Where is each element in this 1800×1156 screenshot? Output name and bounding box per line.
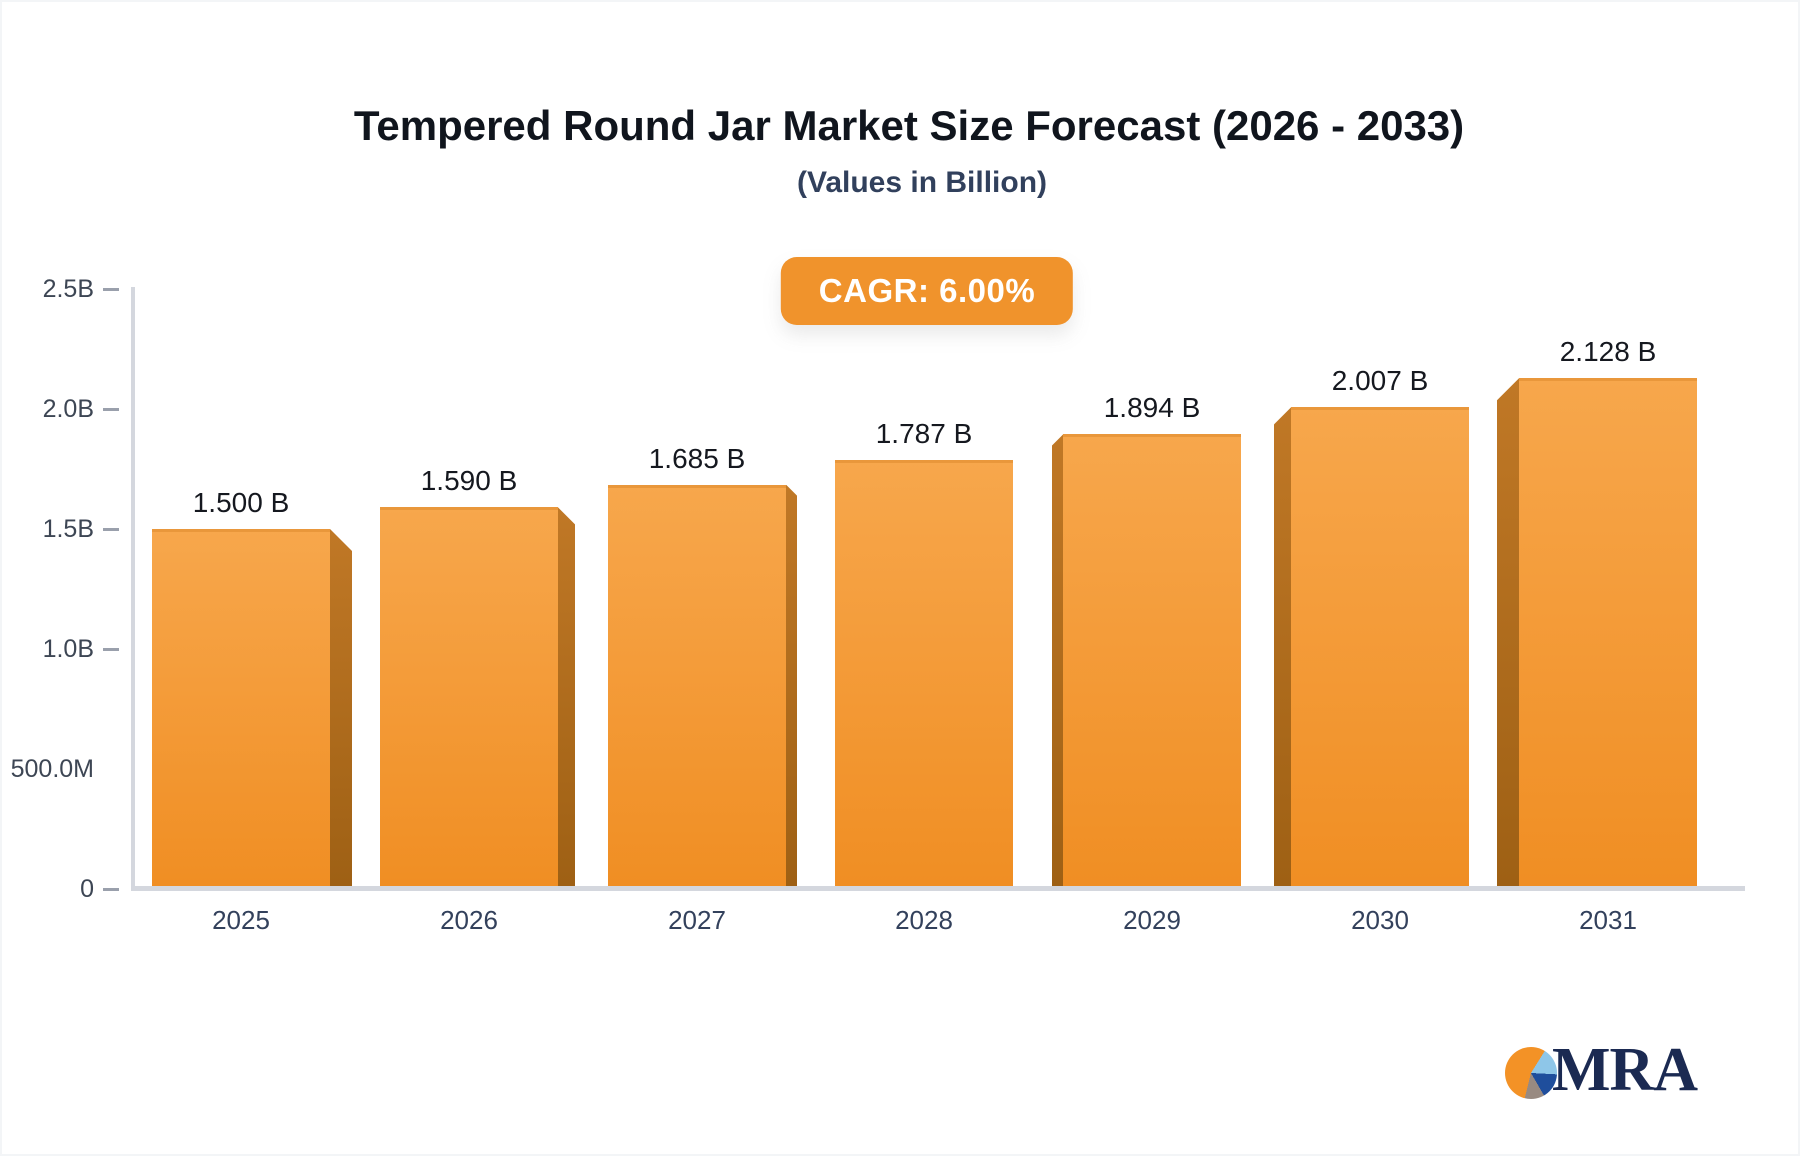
x-tick-label: 2025: [212, 905, 270, 935]
bar-2026: [380, 507, 558, 888]
y-tick-label: 500.0M: [10, 755, 94, 783]
x-tick-label: 2028: [895, 905, 953, 935]
y-tick-dash: [103, 288, 119, 291]
chart-subtitle: (Values in Billion): [796, 166, 1048, 199]
y-tick-dash: [103, 408, 119, 411]
brand-logo-text: MRA: [1552, 1036, 1698, 1104]
bar-2028: [835, 460, 1013, 888]
bar-2030: [1291, 407, 1469, 888]
bar-side-face: [1274, 407, 1291, 888]
bar-2029: [1063, 434, 1241, 888]
x-tick-label: 2027: [668, 905, 726, 935]
bar-side-face: [1052, 434, 1063, 888]
x-tick-label: 2026: [440, 905, 498, 935]
x-tick-label: 2031: [1579, 905, 1637, 935]
bar-side-face: [1497, 378, 1519, 888]
bar-2027: [608, 484, 786, 888]
cagr-badge: CAGR: 6.00%: [780, 257, 1074, 325]
chart-title: Tempered Round Jar Market Size Forecast …: [353, 102, 1465, 149]
x-axis-line: [131, 886, 1745, 891]
y-tick-label: 1.0B: [42, 635, 94, 663]
bar-value-label: 1.500 B: [192, 487, 290, 518]
y-tick-dash: [103, 528, 119, 531]
x-tick-label: 2030: [1351, 905, 1409, 935]
bar-value-label: 1.685 B: [648, 442, 746, 474]
pie-chart-logo-icon: [1505, 1047, 1557, 1099]
y-tick-label: 0: [80, 875, 94, 903]
y-tick-label: 1.5B: [42, 515, 94, 543]
bar-2025: [152, 529, 330, 888]
bar-value-label: 2.128 B: [1559, 336, 1657, 368]
bar-side-face: [786, 484, 797, 888]
bar-value-label: 2.007 B: [1331, 365, 1429, 397]
y-tick-dash: [103, 648, 119, 651]
bar-side-face: [330, 529, 352, 888]
bar-value-label: 1.894 B: [1103, 392, 1201, 424]
y-axis-line: [131, 287, 135, 891]
y-tick-dash: [103, 888, 119, 891]
x-tick-label: 2029: [1123, 905, 1181, 935]
bar-side-face: [558, 507, 575, 888]
y-tick-label: 2.5B: [42, 275, 94, 303]
bar-value-label: 1.787 B: [875, 418, 973, 450]
y-tick-label: 2.0B: [42, 395, 94, 423]
bar-value-label: 1.590 B: [420, 465, 518, 497]
bar-2031: [1519, 378, 1697, 888]
